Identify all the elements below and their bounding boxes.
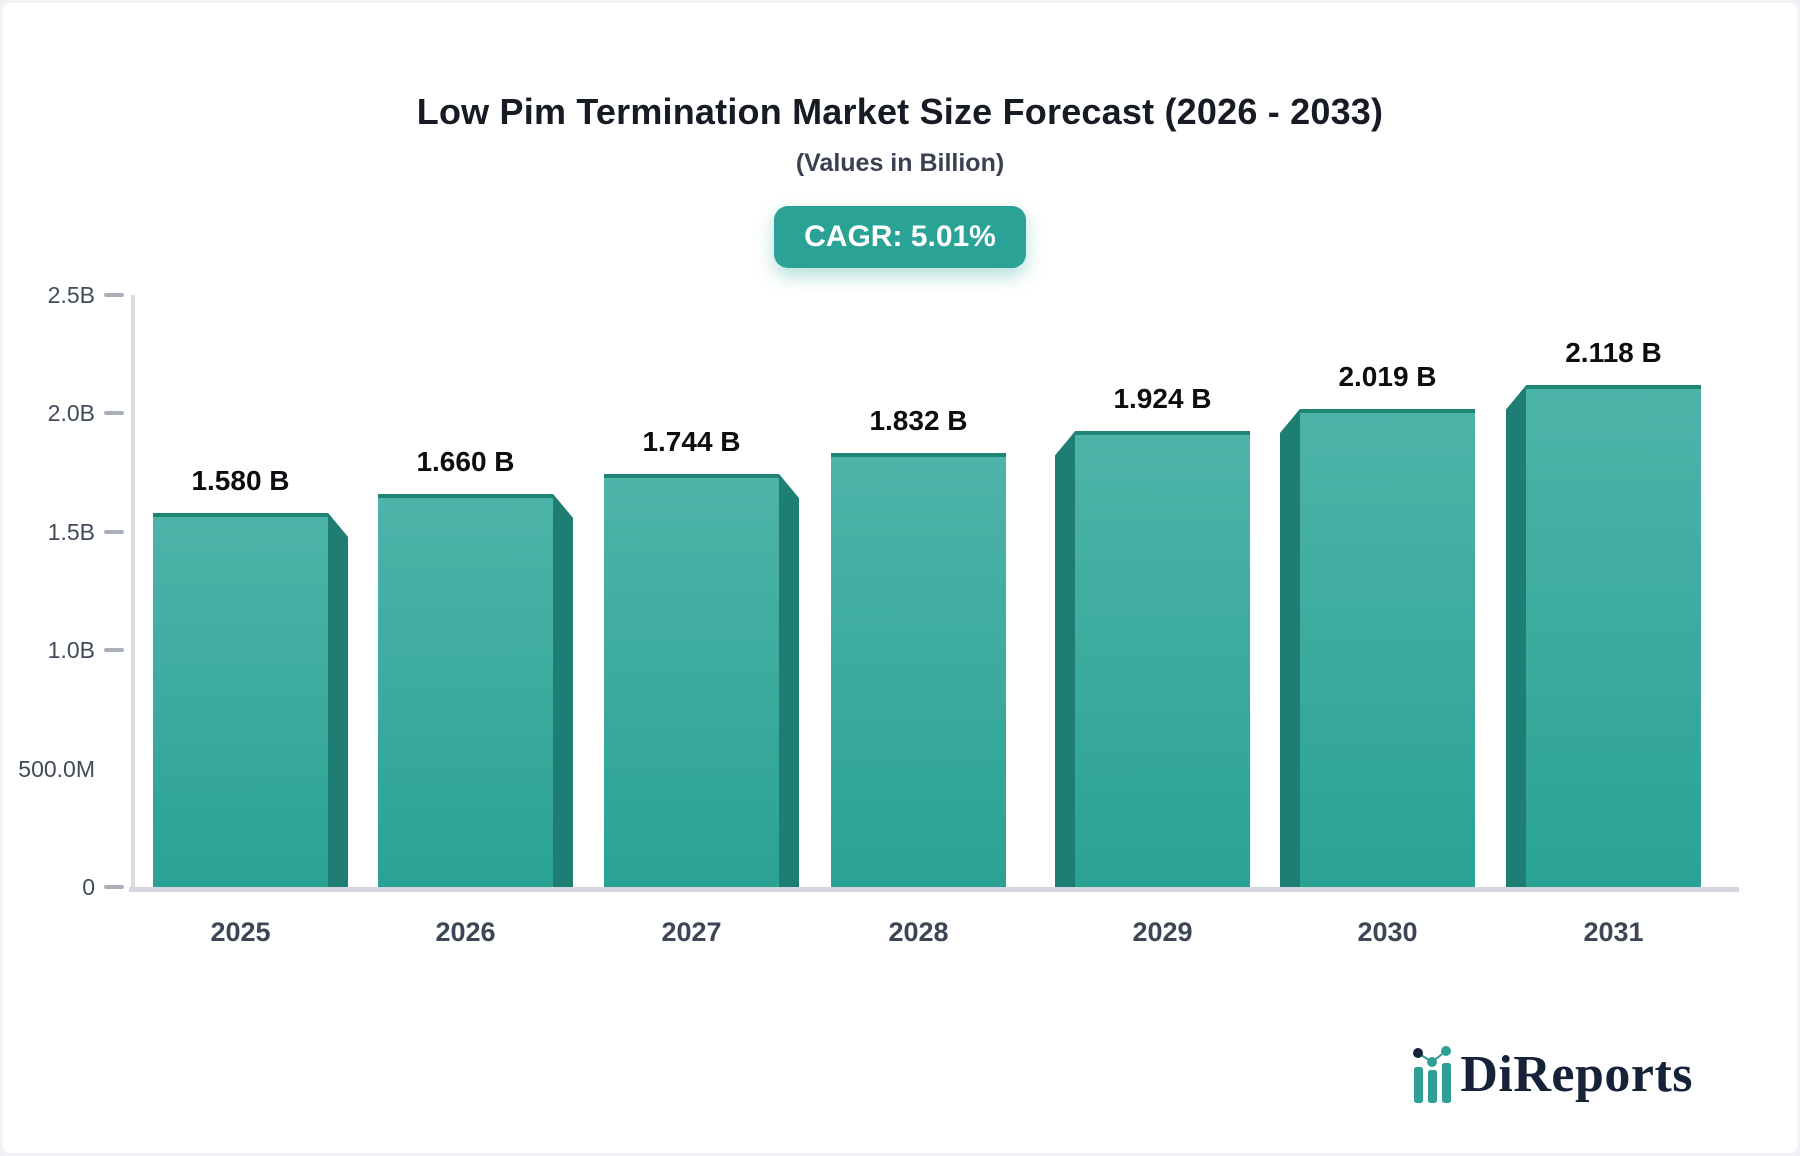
bar-value-label: 1.744 B xyxy=(642,426,741,458)
bar-2031[interactable] xyxy=(1526,385,1701,887)
x-axis-label-2028: 2028 xyxy=(888,917,949,947)
y-axis-tick-label: 1.5B xyxy=(47,518,95,545)
bar-2029[interactable] xyxy=(1075,431,1250,887)
bar-value-label: 2.118 B xyxy=(1565,337,1662,369)
brand-logo: DiReports xyxy=(1412,1043,1693,1105)
bar-value-label: 1.924 B xyxy=(1113,383,1212,415)
bar-value-label: 1.660 B xyxy=(416,445,515,477)
brand-name: DiReports xyxy=(1460,1045,1693,1103)
y-axis-tick-mark xyxy=(104,293,124,297)
bar-2029-side-face xyxy=(1055,431,1075,887)
bar-chart-plot-area: 2.5B 2.0B 1.5B 1.0B 500.0M 0 1.580 B 2025 1.660 … xyxy=(3,3,1797,1153)
x-axis-line xyxy=(129,887,1739,892)
x-axis-label-2027: 2027 xyxy=(661,917,722,947)
chart-header: Low Pim Termination Market Size Forecast… xyxy=(3,91,1797,268)
x-axis-label-2025: 2025 xyxy=(210,917,271,947)
y-axis-tick-mark xyxy=(104,885,124,889)
bar-2027-side-face xyxy=(779,474,799,887)
bar-2030-side-face xyxy=(1280,408,1300,887)
bar-2030[interactable] xyxy=(1300,408,1475,887)
bar-2031-side-face xyxy=(1506,385,1526,887)
y-axis-tick-label: 500.0M xyxy=(18,755,95,782)
bar-2028[interactable] xyxy=(831,453,1006,887)
bar-2025-side-face xyxy=(328,512,348,887)
y-axis-tick-label: 2.5B xyxy=(47,282,95,308)
bar-line-chart-icon xyxy=(1413,1046,1452,1103)
bar-value-label: 1.580 B xyxy=(191,464,290,496)
x-axis-label-2031: 2031 xyxy=(1583,917,1644,947)
bar-2027[interactable] xyxy=(604,474,779,887)
x-axis-label-2030: 2030 xyxy=(1357,917,1418,947)
chart-subtitle: (Values in Billion) xyxy=(795,149,1005,177)
chart-title: Low Pim Termination Market Size Forecast… xyxy=(416,91,1384,132)
cagr-badge: CAGR: 5.01% xyxy=(774,206,1026,268)
y-axis-tick-label: 2.0B xyxy=(47,400,95,427)
y-axis-tick-mark xyxy=(104,411,124,416)
bar-value-label: 2.019 B xyxy=(1338,360,1437,392)
y-axis-tick-mark xyxy=(104,648,124,653)
bar-2026-side-face xyxy=(553,493,573,887)
y-axis-tick-mark xyxy=(104,529,124,534)
x-axis-label-2026: 2026 xyxy=(435,917,496,947)
y-axis-tick-label: 0 xyxy=(82,874,95,900)
y-axis-tick-label: 1.0B xyxy=(47,637,95,664)
x-axis-label-2029: 2029 xyxy=(1132,917,1193,947)
bar-2025[interactable] xyxy=(153,512,328,887)
bar-value-label: 1.832 B xyxy=(869,405,968,437)
bar-2026[interactable] xyxy=(378,493,553,887)
y-axis-line xyxy=(131,295,135,892)
